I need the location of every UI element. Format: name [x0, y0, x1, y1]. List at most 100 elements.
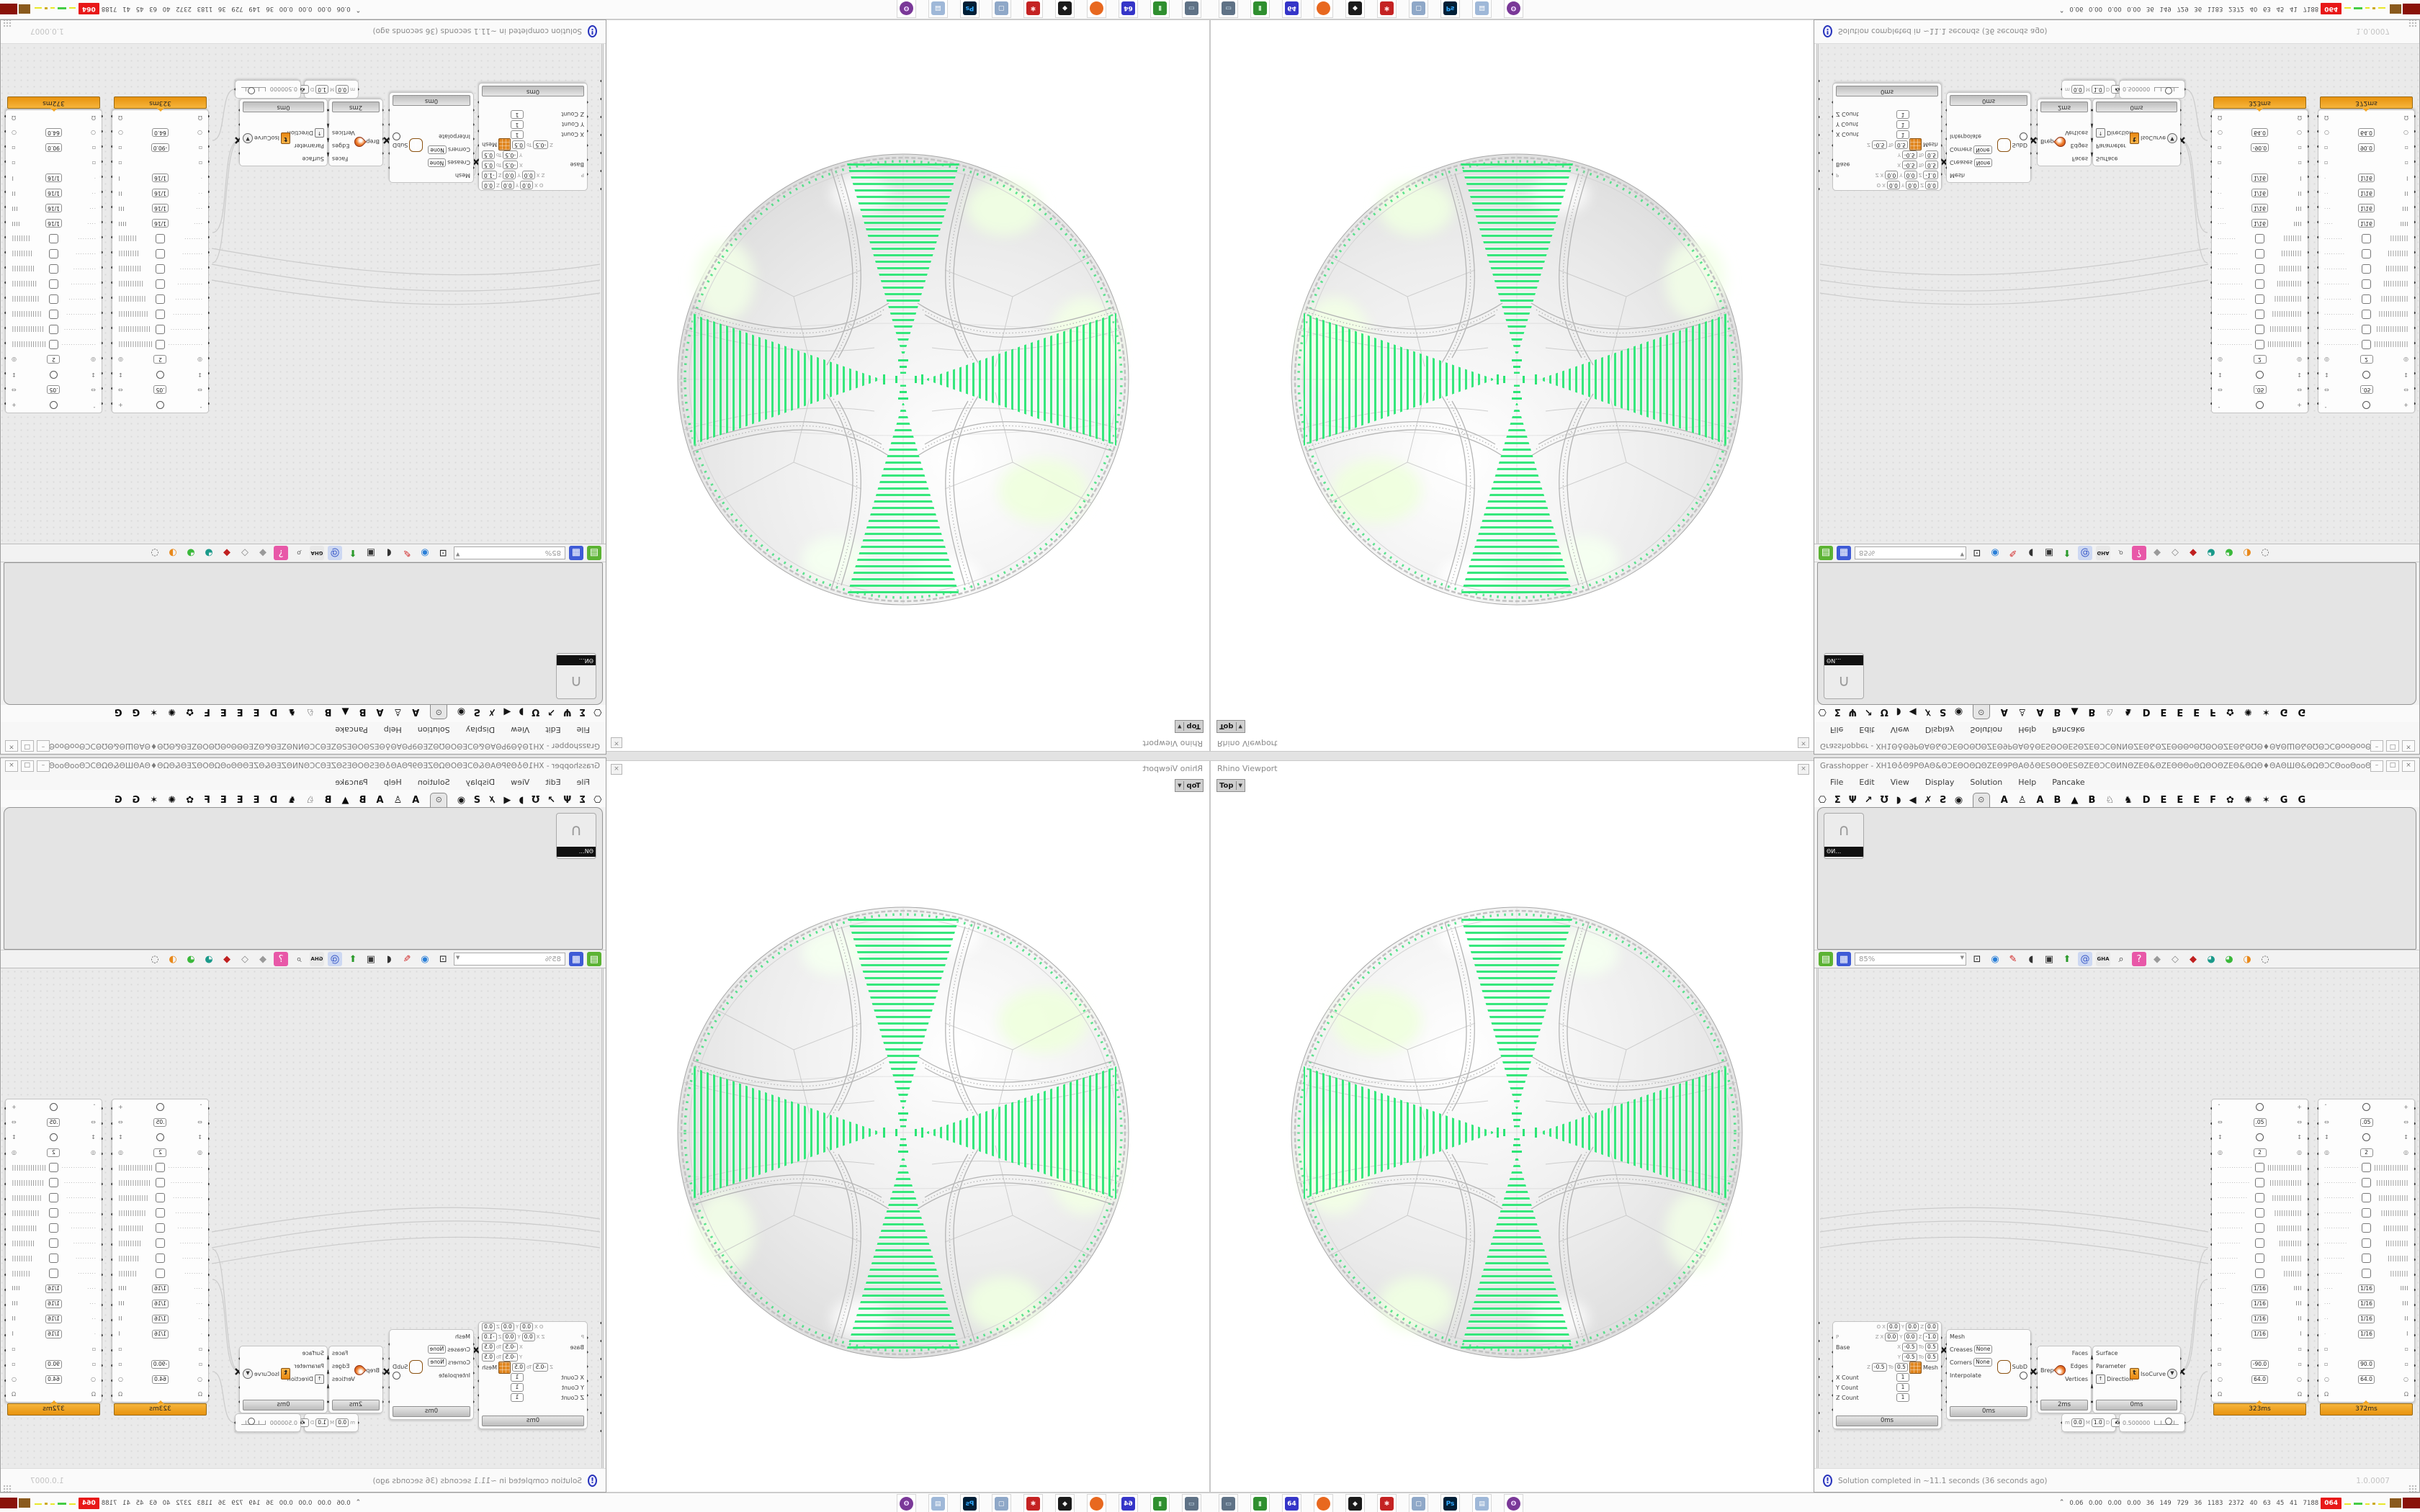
- fraction-chip[interactable]: 1/16: [45, 1299, 62, 1308]
- internet-icon[interactable]: @: [328, 546, 342, 560]
- plugin-tab[interactable]: B: [359, 795, 367, 806]
- grasshopper-titlebar[interactable]: Grasshopper - XH1Θ♁Θ9ΡΘΑΘ&ΘϽΕΘΟΘΩΘΖΕΘ9ΡΘ…: [1814, 758, 2419, 775]
- plugin-tab[interactable]: ♙: [2017, 795, 2027, 806]
- node-input-circle[interactable]: [2256, 401, 2264, 409]
- menu-view[interactable]: View: [511, 777, 530, 787]
- open-file-icon[interactable]: ▤: [587, 546, 601, 560]
- menu-file[interactable]: File: [576, 725, 590, 735]
- value-chip[interactable]: .05: [2360, 385, 2373, 395]
- tall-parameter-node[interactable]: ˆ + ⇔ .05 ⇔ ↕ ↕ ◎ 2 ◎ ··············· |||||||||||||…: [5, 1099, 102, 1416]
- checkbox[interactable]: [156, 264, 165, 274]
- plugin-tab[interactable]: A: [412, 795, 420, 806]
- plugin-tab[interactable]: B: [324, 795, 332, 806]
- floppy64-app-icon[interactable]: 64: [1119, 1494, 1138, 1512]
- zoom-extents-icon[interactable]: ⊡: [439, 953, 447, 965]
- checkbox[interactable]: [49, 1223, 58, 1233]
- value-chip[interactable]: 2: [47, 355, 60, 364]
- checkbox[interactable]: [156, 249, 165, 258]
- minimize-button[interactable]: –: [37, 760, 50, 772]
- component-tab-icon[interactable]: Ƨ: [1940, 795, 1947, 806]
- checkbox[interactable]: [2255, 325, 2264, 334]
- checkbox[interactable]: [156, 340, 165, 349]
- tray-expand-icon[interactable]: ˆ: [356, 1498, 361, 1508]
- sketch-pen-icon[interactable]: ✎: [403, 953, 411, 965]
- node-input-circle[interactable]: [2256, 1133, 2264, 1141]
- selection-region-icon[interactable]: ◌: [151, 547, 159, 559]
- checkbox[interactable]: [2362, 1254, 2371, 1263]
- menu-display[interactable]: Display: [465, 725, 496, 735]
- preview-eye-icon[interactable]: ◉: [1991, 953, 1999, 965]
- axes-widget-icon[interactable]: ⬆: [349, 547, 357, 559]
- component-tab-icon[interactable]: ↗: [1864, 706, 1873, 717]
- menu-edit[interactable]: Edit: [545, 725, 561, 735]
- owl-app-icon[interactable]: ʘ: [897, 1494, 916, 1512]
- fraction-chip[interactable]: 1/16: [152, 1299, 169, 1308]
- maximize-button[interactable]: □: [21, 740, 34, 752]
- plugin-tab[interactable]: G: [2280, 706, 2288, 717]
- inkscape-icon[interactable]: ◆: [1055, 0, 1075, 18]
- checkbox[interactable]: [2362, 294, 2371, 304]
- menu-view[interactable]: View: [511, 725, 530, 735]
- checkbox[interactable]: [156, 294, 165, 304]
- checkbox[interactable]: [49, 1208, 58, 1218]
- unknown-box-icon[interactable]: ?: [2132, 546, 2146, 560]
- value-chip[interactable]: .05: [2253, 385, 2267, 395]
- fraction-chip[interactable]: 1/16: [45, 1314, 62, 1323]
- plugin-tab[interactable]: B: [2088, 795, 2096, 806]
- tall-parameter-node[interactable]: ˆ + ⇔ .05 ⇔ ↕ ↕ ◎ 2 ◎ ··············· |||||||||||||…: [2318, 96, 2415, 413]
- menu-pancake[interactable]: Pancake: [2052, 777, 2085, 787]
- menu-pancake[interactable]: Pancake: [2052, 725, 2085, 735]
- grasshopper-titlebar[interactable]: Grasshopper - XH1Θ♁Θ9ΡΘΑΘ&ΘϽΕΘΟΘΩΘΖΕΘ9ΡΘ…: [1814, 737, 2419, 754]
- blue-app-icon[interactable]: ▤: [928, 0, 948, 18]
- minimize-button[interactable]: –: [37, 740, 50, 752]
- value-chip[interactable]: 0.0: [501, 1323, 514, 1331]
- fraction-chip[interactable]: 1/16: [2251, 174, 2268, 183]
- shelf-component-button[interactable]: ∩ ΘͶ…: [556, 653, 596, 699]
- value-chip[interactable]: -1.0: [482, 1333, 497, 1341]
- fraction-chip[interactable]: 1/16: [2358, 1299, 2375, 1308]
- open-file-icon[interactable]: ▤: [1819, 952, 1833, 966]
- checkbox[interactable]: [49, 279, 58, 289]
- shelf-component-button[interactable]: ∩ ΘͶ…: [1824, 813, 1864, 859]
- photoshop-icon[interactable]: Ps: [960, 0, 980, 18]
- find-component-icon[interactable]: ⌕: [296, 953, 302, 965]
- menu-pancake[interactable]: Pancake: [335, 725, 368, 735]
- component-tab-icon[interactable]: ◉: [457, 795, 466, 806]
- selection-region-icon[interactable]: ◌: [151, 953, 159, 965]
- save-file-icon[interactable]: ▦: [1837, 952, 1851, 966]
- gem-red-icon[interactable]: ◆: [223, 547, 230, 559]
- wire-mode-icon[interactable]: ◕: [187, 547, 195, 559]
- checkbox[interactable]: [2362, 310, 2371, 319]
- photoshop-icon[interactable]: Ps: [1440, 0, 1460, 18]
- axes-widget-icon[interactable]: ⬆: [2063, 547, 2071, 559]
- photoshop-icon[interactable]: Ps: [1440, 1494, 1460, 1512]
- plugin-tab[interactable]: B: [359, 706, 367, 717]
- menu-help[interactable]: Help: [2018, 725, 2037, 735]
- component-tab-icon[interactable]: Ψ: [563, 795, 572, 806]
- value-chip[interactable]: 0.0: [1904, 1333, 1917, 1341]
- menu-view[interactable]: View: [1890, 725, 1909, 735]
- inkscape-icon[interactable]: ◆: [1345, 0, 1365, 18]
- plugin-tab[interactable]: A: [2000, 706, 2008, 717]
- checkbox[interactable]: [49, 264, 58, 274]
- wire-mode-icon[interactable]: ◕: [187, 953, 195, 965]
- close-button[interactable]: ×: [2402, 740, 2415, 752]
- unknown-box-icon[interactable]: ?: [274, 952, 288, 966]
- gem-red-icon[interactable]: ◆: [2190, 547, 2197, 559]
- menu-display[interactable]: Display: [1924, 777, 1955, 787]
- value-chip[interactable]: 0.0: [482, 1323, 495, 1331]
- zoom-extents-icon[interactable]: ⊡: [1973, 953, 1981, 965]
- number-slider-node[interactable]: 0.500000: [235, 80, 301, 99]
- plugin-tab[interactable]: E: [2160, 795, 2167, 806]
- checkbox[interactable]: [2362, 264, 2371, 274]
- open-file-icon[interactable]: ▤: [1819, 546, 1833, 560]
- plugin-tab[interactable]: ♙: [393, 706, 403, 717]
- component-tab-icon[interactable]: ↗: [1864, 795, 1873, 806]
- unknown-box-icon[interactable]: ?: [2132, 952, 2146, 966]
- fraction-chip[interactable]: 1/16: [45, 174, 62, 183]
- gha-icon[interactable]: GHA: [310, 546, 324, 560]
- menu-help[interactable]: Help: [383, 777, 402, 787]
- component-tab-icon[interactable]: ◉: [1954, 706, 1963, 717]
- component-tab-icon[interactable]: Ʊ: [532, 706, 540, 717]
- checkbox[interactable]: [49, 1178, 58, 1187]
